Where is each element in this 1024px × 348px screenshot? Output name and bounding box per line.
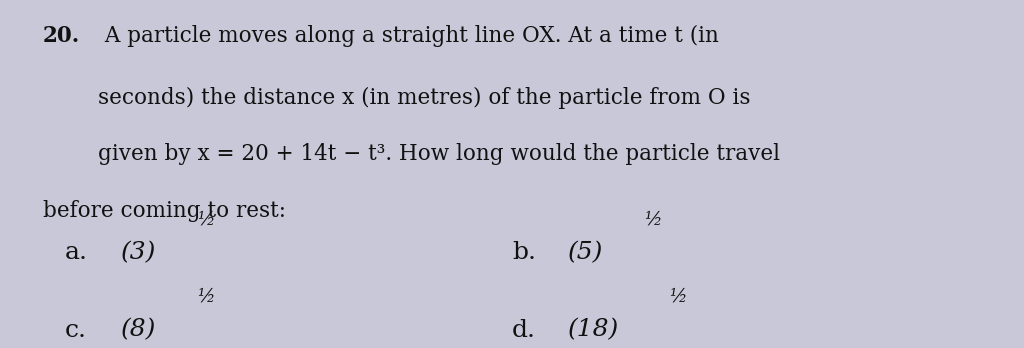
- Text: ½: ½: [198, 288, 215, 306]
- Text: 20.: 20.: [43, 25, 80, 47]
- Text: (3): (3): [121, 241, 157, 264]
- Text: ½: ½: [670, 288, 687, 306]
- Text: b.: b.: [512, 241, 536, 264]
- Text: ½: ½: [644, 210, 662, 228]
- Text: given by x = 20 + 14t − t³. How long would the particle travel: given by x = 20 + 14t − t³. How long wou…: [97, 143, 779, 165]
- Text: (18): (18): [568, 318, 620, 342]
- Text: ½: ½: [198, 210, 215, 228]
- Text: (8): (8): [121, 318, 157, 342]
- Text: c.: c.: [66, 318, 87, 342]
- Text: a.: a.: [66, 241, 88, 264]
- Text: A particle moves along a straight line OX. At a time t (in: A particle moves along a straight line O…: [97, 25, 719, 47]
- Text: d.: d.: [512, 318, 536, 342]
- Text: before coming to rest:: before coming to rest:: [43, 200, 286, 222]
- Text: (5): (5): [568, 241, 603, 264]
- Text: seconds) the distance x (in metres) of the particle from O is: seconds) the distance x (in metres) of t…: [97, 87, 751, 109]
